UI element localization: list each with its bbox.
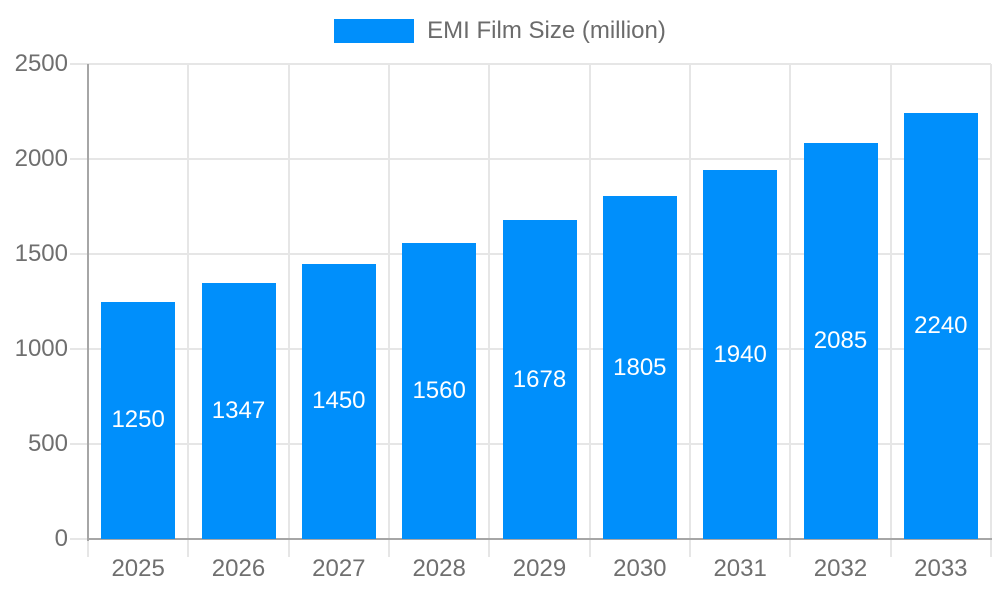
x-axis-tick	[287, 539, 290, 557]
bar[interactable]	[101, 301, 176, 539]
x-axis-tick-label: 2032	[813, 555, 868, 582]
bar[interactable]	[301, 263, 376, 539]
x-axis-tick	[488, 539, 491, 557]
x-axis-tick-label: 2027	[312, 555, 366, 582]
gridline-vertical	[388, 64, 390, 539]
y-axis-tick	[70, 348, 88, 350]
x-axis-tick	[689, 539, 691, 557]
gridline-vertical	[689, 64, 691, 539]
y-axis-tick-label: 2500	[14, 50, 68, 77]
x-axis-tick	[889, 539, 892, 557]
x-axis-line	[87, 538, 992, 540]
y-axis-tick-label: 500	[27, 430, 68, 457]
x-axis-tick-label: 2025	[111, 555, 165, 582]
y-axis-tick	[70, 443, 88, 445]
chart-legend[interactable]: EMI Film Size (million)	[0, 18, 1000, 44]
bar-value-label: 1560	[412, 376, 466, 404]
bar-value-label: 2085	[813, 326, 868, 354]
y-axis-tick-label: 2000	[14, 145, 68, 172]
legend-label: EMI Film Size (million)	[427, 17, 666, 44]
y-axis-tick	[70, 253, 88, 255]
bar[interactable]	[602, 196, 677, 539]
bar[interactable]	[703, 170, 778, 539]
gridline-horizontal	[88, 63, 991, 65]
gridline-vertical	[588, 64, 591, 539]
y-axis-tick	[70, 538, 88, 540]
bar-value-label: 1678	[512, 365, 567, 393]
x-axis-tick	[187, 539, 190, 557]
gridline-vertical	[488, 64, 491, 539]
x-axis-tick	[588, 539, 591, 557]
gridline-vertical	[889, 64, 892, 539]
x-axis-tick	[388, 539, 390, 557]
bar[interactable]	[903, 113, 978, 539]
x-axis-tick-label: 2031	[713, 555, 767, 582]
gridline-horizontal	[88, 158, 991, 160]
gridline-vertical	[789, 64, 792, 539]
x-axis-tick	[87, 539, 89, 557]
x-axis-tick-label: 2033	[914, 555, 968, 582]
y-axis-tick-label: 0	[54, 525, 68, 552]
gridline-vertical	[187, 64, 190, 539]
y-axis-tick-label: 1000	[14, 335, 68, 362]
x-axis-tick-label: 2029	[512, 555, 567, 582]
bar-value-label: 1450	[312, 387, 366, 415]
gridline-vertical	[287, 64, 290, 539]
bar-value-label: 1347	[211, 397, 266, 425]
y-axis-tick	[70, 158, 88, 160]
bar[interactable]	[803, 142, 878, 539]
y-axis-tick	[70, 63, 88, 65]
bar-value-label: 1940	[713, 340, 767, 368]
bar[interactable]	[502, 220, 577, 539]
x-axis-tick	[789, 539, 792, 557]
bar-value-label: 1250	[111, 406, 165, 434]
y-axis-line	[87, 64, 89, 541]
x-axis-tick-label: 2030	[613, 555, 667, 582]
x-axis-tick-label: 2026	[211, 555, 266, 582]
gridline-vertical	[990, 64, 992, 539]
bar[interactable]	[402, 242, 477, 539]
y-axis-tick-label: 1500	[14, 240, 68, 267]
legend-swatch-icon	[334, 19, 415, 43]
bar[interactable]	[201, 283, 276, 539]
bar-value-label: 1805	[613, 353, 667, 381]
bar-value-label: 2240	[914, 312, 968, 340]
x-axis-tick	[990, 539, 992, 557]
x-axis-tick-label: 2028	[412, 555, 466, 582]
